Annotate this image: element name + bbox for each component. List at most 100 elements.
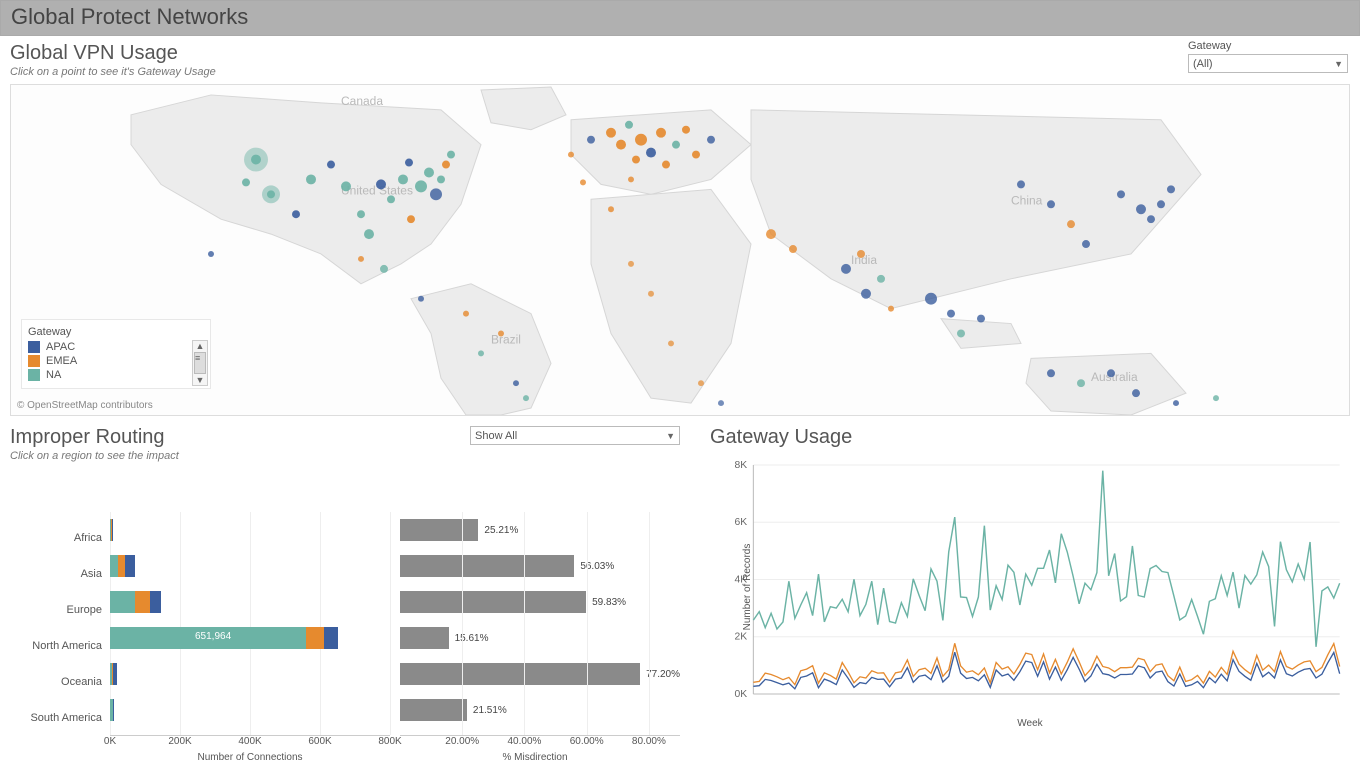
- map-point[interactable]: [692, 151, 700, 159]
- stacked-bar-row[interactable]: [110, 584, 390, 620]
- map-point[interactable]: [208, 251, 214, 257]
- map-point[interactable]: [251, 155, 261, 165]
- map-point[interactable]: [267, 190, 275, 198]
- legend-item[interactable]: APAC: [28, 340, 202, 354]
- map-point[interactable]: [407, 215, 415, 223]
- map-point[interactable]: [1167, 185, 1175, 193]
- map-point[interactable]: [447, 151, 455, 159]
- map-point[interactable]: [625, 121, 633, 129]
- misdirection-bar-row[interactable]: 56.03%: [400, 548, 680, 584]
- map-point[interactable]: [925, 293, 937, 305]
- scroll-up-icon[interactable]: ▲: [196, 341, 205, 351]
- map-point[interactable]: [957, 330, 965, 338]
- map-point[interactable]: [857, 250, 865, 258]
- map-point[interactable]: [668, 340, 674, 346]
- map-point[interactable]: [662, 161, 670, 169]
- map-point[interactable]: [478, 350, 484, 356]
- map-point[interactable]: [424, 168, 434, 178]
- map-point[interactable]: [648, 291, 654, 297]
- map-point[interactable]: [1077, 379, 1085, 387]
- map-point[interactable]: [888, 306, 894, 312]
- map-point[interactable]: [1173, 400, 1179, 406]
- map-point[interactable]: [1147, 215, 1155, 223]
- gateway-filter-dropdown[interactable]: (All) ▼: [1188, 54, 1348, 73]
- map-point[interactable]: [766, 229, 776, 239]
- map-point[interactable]: [463, 311, 469, 317]
- map-point[interactable]: [364, 229, 374, 239]
- stacked-bar-row[interactable]: [110, 548, 390, 584]
- map-point[interactable]: [1157, 200, 1165, 208]
- map-point[interactable]: [616, 140, 626, 150]
- map-point[interactable]: [841, 264, 851, 274]
- map-point[interactable]: [418, 296, 424, 302]
- misdirection-bar-row[interactable]: 25.21%: [400, 512, 680, 548]
- map-point[interactable]: [1107, 369, 1115, 377]
- map-point[interactable]: [523, 395, 529, 401]
- map-point[interactable]: [1117, 190, 1125, 198]
- misdirection-bar-row[interactable]: 15.61%: [400, 620, 680, 656]
- map-point[interactable]: [242, 178, 250, 186]
- map-point[interactable]: [656, 128, 666, 138]
- map-point[interactable]: [498, 331, 504, 337]
- stacked-bar-row[interactable]: [110, 656, 390, 692]
- usage-chart[interactable]: Number of Records 0K2K4K6K8K: [710, 459, 1350, 714]
- map-point[interactable]: [376, 179, 386, 189]
- map-point[interactable]: [789, 245, 797, 253]
- map-point[interactable]: [430, 188, 442, 200]
- map-point[interactable]: [606, 128, 616, 138]
- map-point[interactable]: [357, 210, 365, 218]
- map-point[interactable]: [568, 152, 574, 158]
- map-point[interactable]: [1082, 240, 1090, 248]
- map-point[interactable]: [682, 126, 690, 134]
- map-point[interactable]: [1132, 389, 1140, 397]
- map-point[interactable]: [698, 380, 704, 386]
- map-point[interactable]: [415, 180, 427, 192]
- world-map[interactable]: CanadaUnited StatesBrazilChinaIndiaAustr…: [10, 84, 1350, 416]
- map-point[interactable]: [861, 289, 871, 299]
- map-point[interactable]: [513, 380, 519, 386]
- routing-filter-dropdown[interactable]: Show All ▼: [470, 426, 680, 445]
- map-point[interactable]: [587, 136, 595, 144]
- legend-scrollbar[interactable]: ▲ ≡ ▼: [192, 340, 208, 386]
- map-point[interactable]: [580, 179, 586, 185]
- map-point[interactable]: [442, 161, 450, 169]
- map-point[interactable]: [437, 175, 445, 183]
- map-point[interactable]: [628, 176, 634, 182]
- map-point[interactable]: [608, 206, 614, 212]
- legend-item[interactable]: EMEA: [28, 354, 202, 368]
- misdirection-bar-row[interactable]: 21.51%: [400, 692, 680, 728]
- map-point[interactable]: [628, 261, 634, 267]
- map-point[interactable]: [977, 315, 985, 323]
- map-point[interactable]: [1017, 180, 1025, 188]
- map-point[interactable]: [877, 275, 885, 283]
- map-point[interactable]: [380, 265, 388, 273]
- map-point[interactable]: [341, 181, 351, 191]
- legend-item[interactable]: NA: [28, 368, 202, 382]
- map-point[interactable]: [672, 141, 680, 149]
- map-point[interactable]: [1213, 395, 1219, 401]
- map-point[interactable]: [632, 156, 640, 164]
- stacked-bar-row[interactable]: 651,964: [110, 620, 390, 656]
- map-point[interactable]: [1047, 369, 1055, 377]
- map-point[interactable]: [707, 136, 715, 144]
- map-point[interactable]: [387, 195, 395, 203]
- map-point[interactable]: [306, 174, 316, 184]
- map-point[interactable]: [405, 159, 413, 167]
- scroll-thumb[interactable]: ≡: [194, 352, 206, 374]
- misdirection-bar-row[interactable]: 59.83%: [400, 584, 680, 620]
- map-point[interactable]: [398, 174, 408, 184]
- map-point[interactable]: [635, 134, 647, 146]
- scroll-down-icon[interactable]: ▼: [196, 375, 205, 385]
- map-point[interactable]: [718, 400, 724, 406]
- map-point[interactable]: [947, 310, 955, 318]
- map-point[interactable]: [1047, 200, 1055, 208]
- map-point[interactable]: [1136, 204, 1146, 214]
- stacked-bar-row[interactable]: [110, 512, 390, 548]
- map-point[interactable]: [646, 148, 656, 158]
- map-point[interactable]: [292, 210, 300, 218]
- stacked-bar-row[interactable]: [110, 692, 390, 728]
- map-point[interactable]: [358, 256, 364, 262]
- map-point[interactable]: [1067, 220, 1075, 228]
- map-point[interactable]: [327, 161, 335, 169]
- misdirection-bar-row[interactable]: 77.20%: [400, 656, 680, 692]
